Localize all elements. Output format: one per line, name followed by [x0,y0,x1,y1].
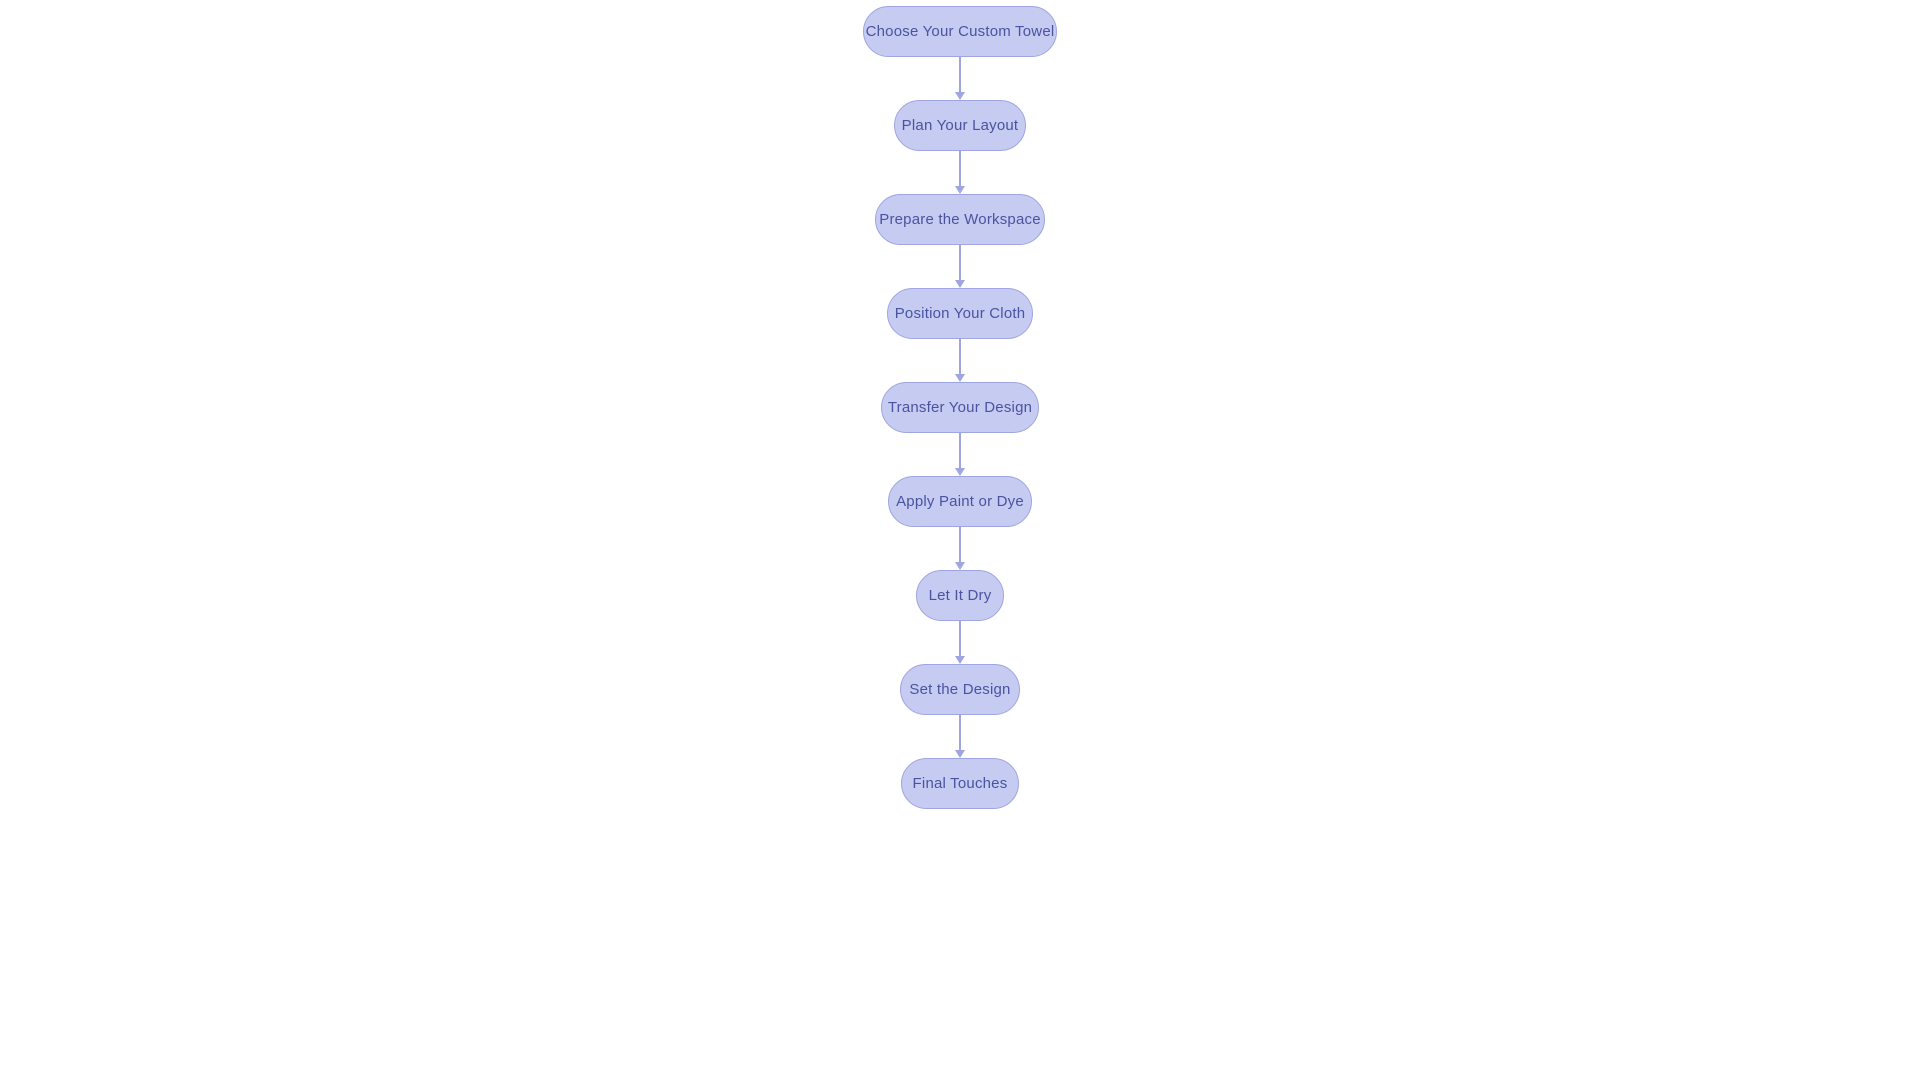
flow-connector [955,339,965,382]
flow-node-1: Choose Your Custom Towel [863,6,1057,57]
flow-connector [955,621,965,664]
flow-node-6: Apply Paint or Dye [888,476,1032,527]
flow-connector [955,527,965,570]
flow-node-7: Let It Dry [916,570,1004,621]
flow-node-2: Plan Your Layout [894,100,1026,151]
flow-node-9: Final Touches [901,758,1019,809]
flow-node-5: Transfer Your Design [881,382,1039,433]
flow-connector [955,715,965,758]
flow-connector [955,151,965,194]
flow-connector [955,433,965,476]
flowchart-container: Choose Your Custom Towel Plan Your Layou… [863,6,1057,809]
flow-node-8: Set the Design [900,664,1020,715]
flow-node-3: Prepare the Workspace [875,194,1045,245]
flow-connector [955,245,965,288]
flow-node-4: Position Your Cloth [887,288,1033,339]
flow-connector [955,57,965,100]
